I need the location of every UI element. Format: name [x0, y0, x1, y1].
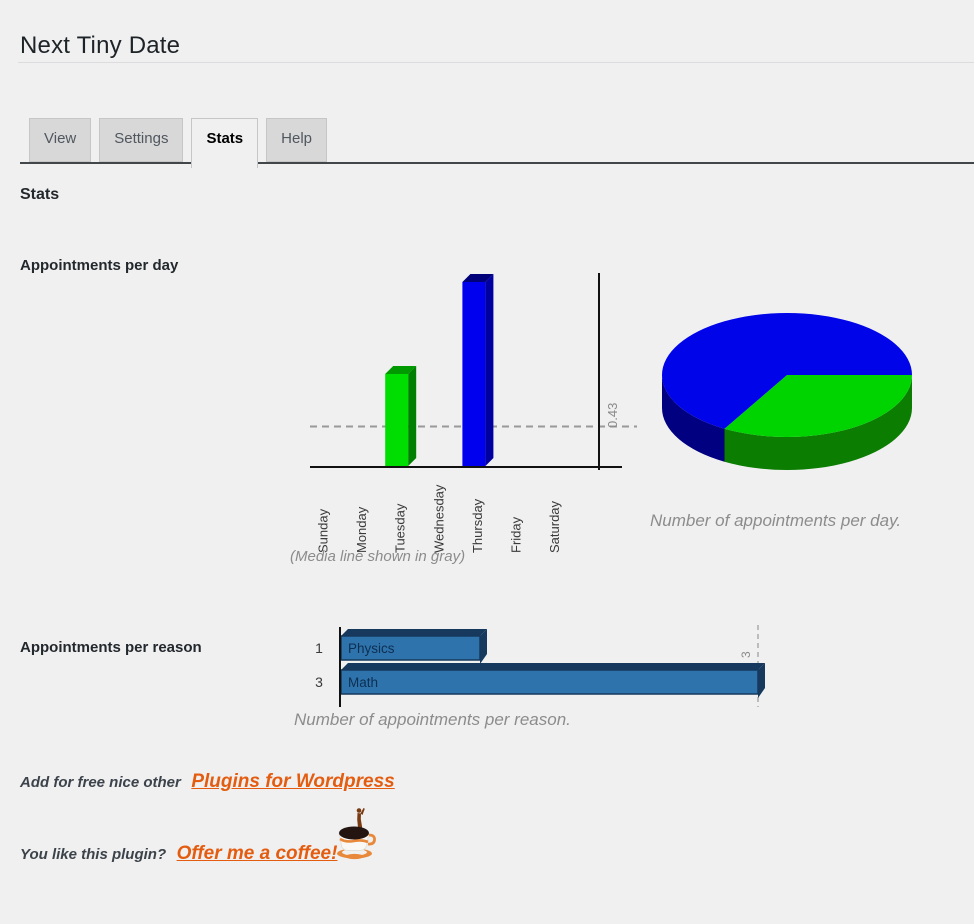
day-pie-chart	[650, 300, 940, 485]
coffee-promo-text: You like this plugin?	[20, 846, 167, 863]
day-bar-chart-svg: 0.43 Sunday Monday Tuesday Wednesday Thursday…	[310, 273, 637, 553]
stats-heading: Stats	[20, 186, 60, 203]
row-value-label: 3	[315, 674, 323, 690]
plugins-link[interactable]: Plugins for Wordpress	[191, 771, 395, 792]
coffee-promo-line: You like this plugin? Offer me a coffee!	[20, 843, 337, 865]
day-label-Friday: Friday	[509, 516, 524, 553]
bar-label-Physics: Physics	[348, 641, 395, 656]
bar-Tuesday	[385, 374, 409, 466]
bar-label-Math: Math	[348, 675, 378, 690]
ref-value-label: 3	[739, 651, 753, 658]
per-reason-heading: Appointments per reason	[20, 639, 202, 656]
day-label-Tuesday: Tuesday	[393, 503, 408, 553]
reason-bar-chart-svg: Physics 1 Math 3 3	[315, 625, 765, 707]
day-label-Wednesday: Wednesday	[431, 484, 446, 553]
tab-stats[interactable]: Stats	[191, 118, 259, 168]
pie-slice-Thursday	[662, 313, 912, 429]
median-note: (Media line shown in gray)	[290, 548, 466, 565]
day-label-Thursday: Thursday	[470, 498, 485, 553]
day-label-Monday: Monday	[354, 506, 369, 553]
tab-help[interactable]: Help	[266, 118, 327, 162]
day-label-Sunday: Sunday	[316, 508, 331, 553]
median-value-label: 0.43	[605, 403, 620, 428]
tab-bar-underline	[20, 162, 974, 164]
coffee-link[interactable]: Offer me a coffee!	[176, 843, 338, 864]
day-pie-chart-svg	[662, 313, 912, 470]
plugins-promo-line: Add for free nice other Plugins for Word…	[20, 771, 395, 793]
pie-side-Thursday	[662, 375, 725, 462]
plugins-promo-text: Add for free nice other	[20, 774, 181, 791]
day-label-Saturday: Saturday	[547, 500, 562, 553]
day-bar-chart: 0.43 Sunday Monday Tuesday Wednesday Thursday…	[280, 260, 660, 575]
bar-Thursday	[462, 282, 486, 466]
bar-Math	[340, 669, 759, 695]
per-day-heading: Appointments per day	[20, 257, 179, 274]
bar-Physics	[340, 635, 481, 661]
coffee-cup-icon	[337, 808, 376, 860]
row-value-label: 1	[315, 640, 323, 656]
pie-side-Tuesday	[724, 375, 912, 470]
title-divider	[18, 62, 974, 63]
pie-slice-Tuesday	[724, 375, 912, 437]
page-title: Next Tiny Date	[20, 32, 181, 60]
tab-bar: View Settings Stats Help	[29, 118, 327, 168]
tab-view[interactable]: View	[29, 118, 92, 162]
pie-caption: Number of appointments per day.	[650, 511, 902, 530]
tab-settings[interactable]: Settings	[99, 118, 184, 162]
reason-bar-chart: Physics 1 Math 3 3	[295, 618, 785, 718]
reason-caption: Number of appointments per reason.	[294, 710, 571, 729]
diver-figure-icon	[356, 808, 365, 828]
